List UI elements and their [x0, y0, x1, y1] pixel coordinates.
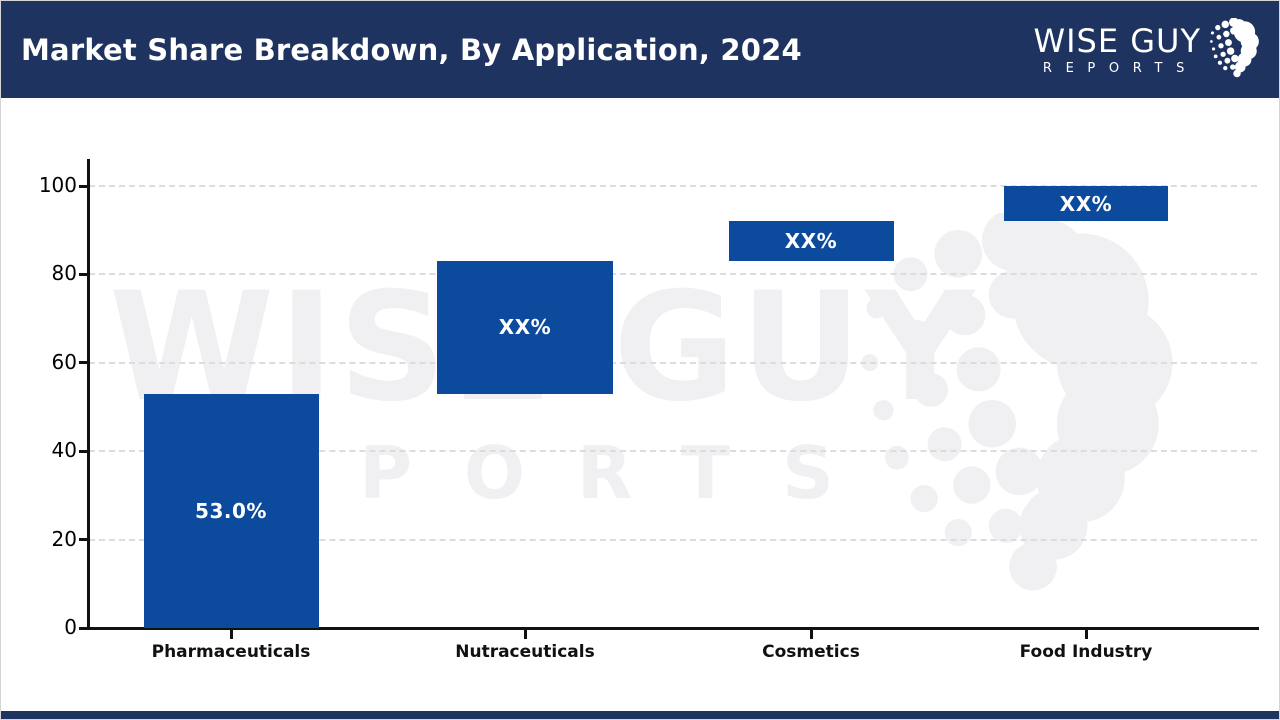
chart-title: Market Share Breakdown, By Application, …	[21, 32, 802, 67]
y-tick-label-100: 100	[38, 173, 77, 197]
x-category-label-cosmetics: Cosmetics	[762, 642, 860, 662]
logo-text: WISE GUY REPORTS	[1033, 25, 1201, 75]
bar-cosmetics: XX%	[728, 221, 894, 262]
x-category-label-pharmaceuticals: Pharmaceuticals	[151, 642, 311, 662]
y-axis-spine	[87, 159, 90, 629]
plot-area: 0 20 40 60 80 100 53.0% XX% XX% XX% Pharmaceutic…	[1, 98, 1279, 713]
y-tick-100	[79, 184, 89, 188]
y-tick-80	[79, 272, 89, 276]
x-tick-nutraceuticals	[523, 630, 527, 639]
bar-value-label-nutraceuticals: XX%	[498, 315, 552, 340]
x-category-label-food-industry: Food Industry	[1019, 642, 1153, 662]
x-tick-cosmetics	[809, 630, 813, 639]
footer-bar	[1, 711, 1279, 719]
gridline-60	[89, 361, 1257, 364]
bar-value-label-food-industry: XX%	[1059, 191, 1113, 216]
y-tick-20	[79, 538, 89, 542]
logo-reports-text: REPORTS	[1042, 60, 1199, 76]
x-category-label-nutraceuticals: Nutraceuticals	[455, 642, 595, 662]
y-tick-label-20: 20	[51, 526, 77, 551]
y-tick-40	[79, 449, 89, 453]
gridline-80	[89, 273, 1257, 276]
x-tick-food-industry	[1084, 630, 1088, 639]
gridline-40	[89, 450, 1257, 453]
bar-value-label-pharmaceuticals: 53.0%	[195, 498, 267, 523]
wise-guy-reports-logo: WISE GUY REPORTS	[1033, 1, 1269, 98]
gridline-100	[89, 185, 1257, 187]
y-tick-label-0: 0	[64, 615, 77, 639]
bar-pharmaceuticals: 53.0%	[143, 393, 319, 628]
header-bar: Market Share Breakdown, By Application, …	[1, 1, 1279, 98]
y-tick-label-40: 40	[51, 438, 77, 463]
bar-food-industry: XX%	[1004, 186, 1168, 222]
y-tick-0	[79, 626, 89, 630]
y-tick-60	[79, 361, 89, 365]
x-tick-pharmaceuticals	[229, 630, 233, 639]
bar-nutraceuticals: XX%	[437, 261, 613, 394]
y-tick-label-80: 80	[51, 261, 77, 286]
x-axis-spine	[87, 627, 1259, 630]
bar-value-label-cosmetics: XX%	[784, 229, 838, 254]
y-tick-label-60: 60	[51, 349, 77, 374]
logo-head-icon	[1205, 12, 1269, 88]
gridline-20	[89, 538, 1257, 541]
logo-wise-guy-text: WISE GUY	[1033, 21, 1201, 60]
